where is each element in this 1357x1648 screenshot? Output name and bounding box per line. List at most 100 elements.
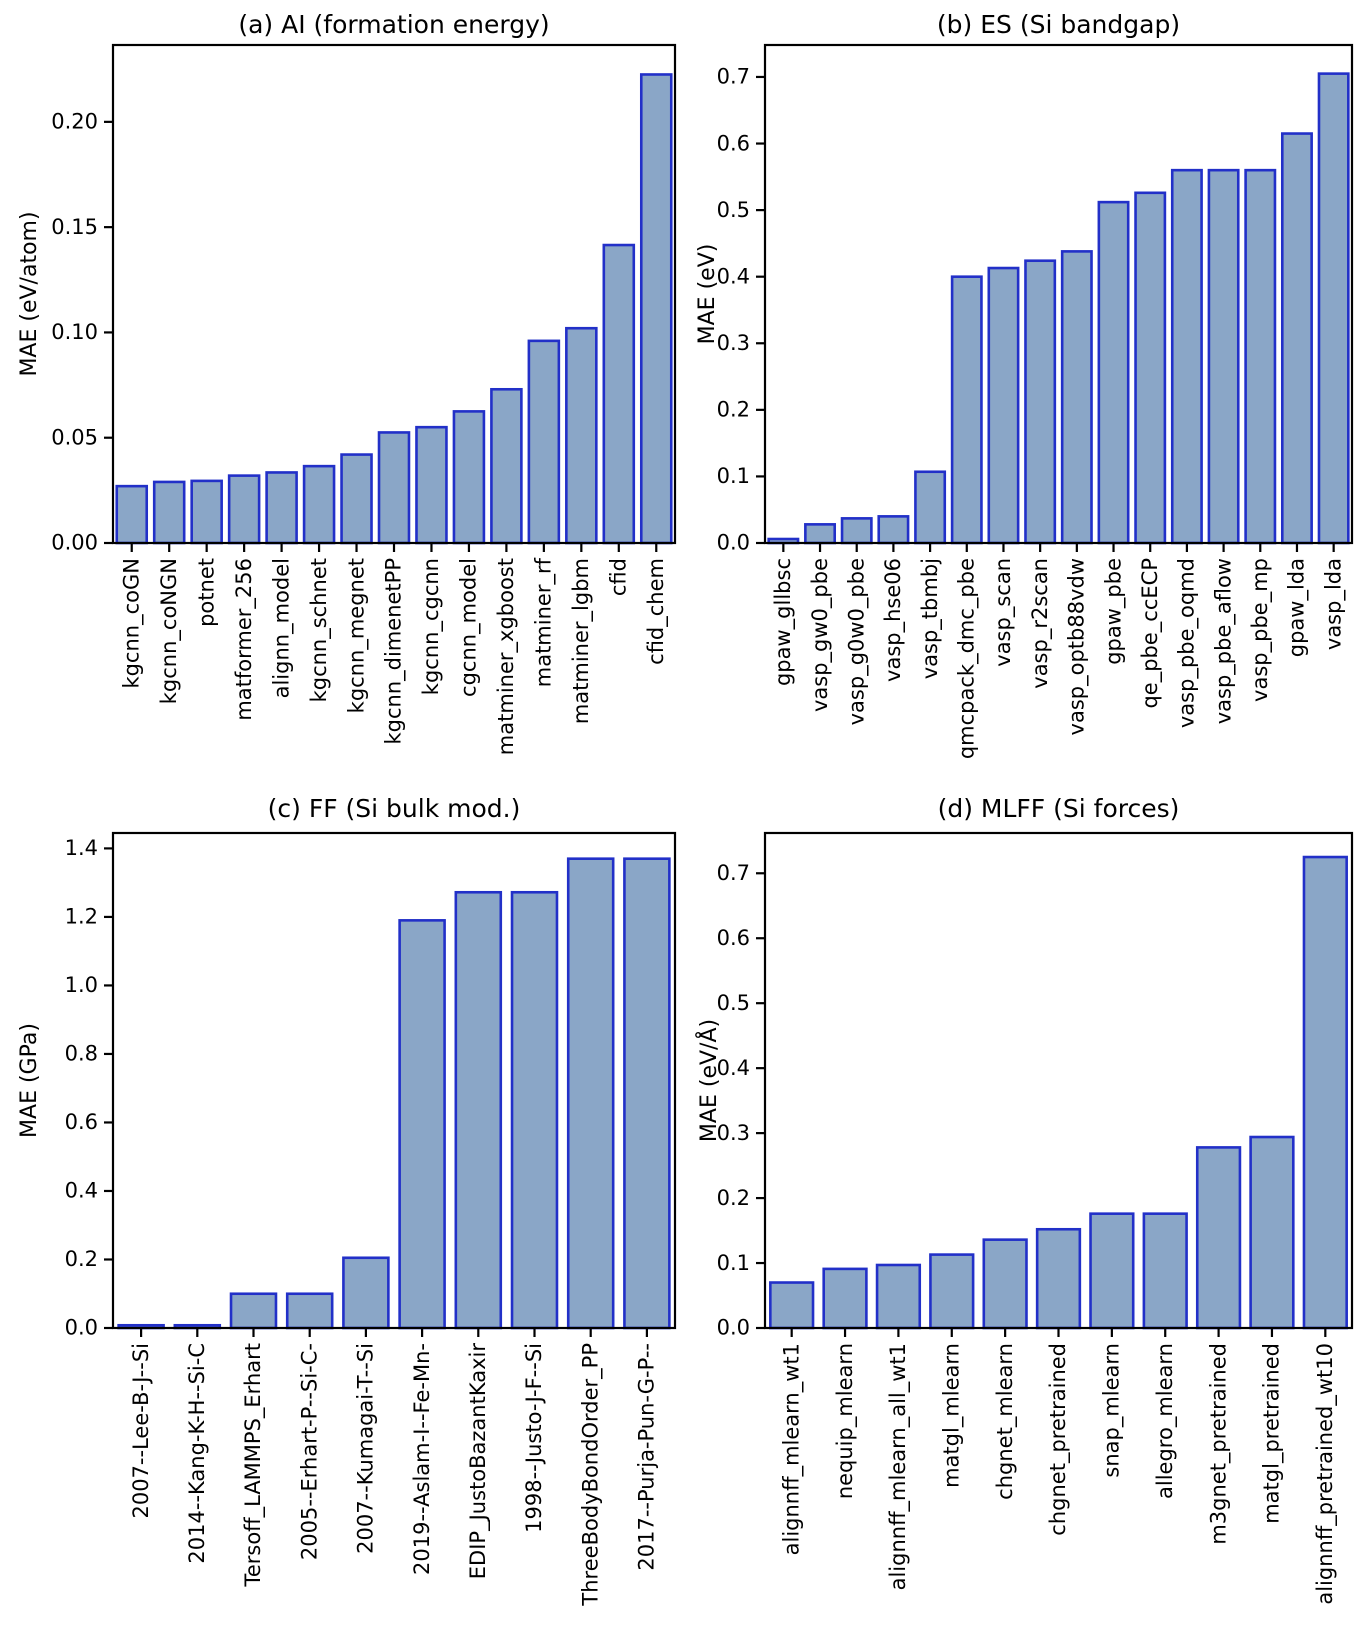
x-tick-label: vasp_gw0_pbe: [808, 558, 833, 712]
bar-vasp_optb88vdw: [1060, 250, 1093, 545]
y-tick-label: 0.7: [717, 65, 750, 89]
x-tick-label: vasp_scan: [991, 558, 1016, 667]
panel-d-title: (d) MLFF (Si forces): [938, 794, 1180, 823]
x-tick-label: cgcnn_model: [457, 558, 482, 697]
y-tick-label: 0.2: [717, 1186, 750, 1210]
bar-2017--Purja-Pun-G-P--: [623, 857, 671, 1330]
figure-row-top: (a) AI (formation energy) MAE (eV/atom) …: [0, 0, 1357, 770]
bar-1998--Justo-J-F--Si: [510, 890, 559, 1330]
x-tick-label: chgnet_mlearn: [993, 1343, 1018, 1500]
bar-vasp_r2scan: [1024, 259, 1057, 545]
bar-snap_mlearn: [1089, 1212, 1135, 1330]
y-tick-label: 0.00: [51, 531, 98, 555]
panel-b-plot: 0.0 0.1 0.2 0.3 0.4 0.5 0.6 0.7 gpaw_gllbsc vasp_…: [717, 43, 1354, 759]
y-tick-label: 0.4: [717, 1056, 750, 1080]
x-tick-label: matgl_mlearn: [939, 1343, 964, 1488]
y-tick-label: 0.6: [717, 131, 750, 155]
bar-kgcnn_schnet: [302, 464, 336, 545]
bar-kgcnn_cgcnn: [415, 425, 448, 545]
figure-row-bottom: (c) FF (Si bulk mod.) MAE (GPa) 0.0 0.2 0.…: [0, 770, 1357, 1648]
panel-c-plot: 0.0 0.2 0.4 0.6 0.8 1.0 1.2 1.4 2007--Lee-B-J--S…: [65, 831, 677, 1607]
bar-alignnff_mlearn_all_wt1: [875, 1263, 922, 1330]
x-tick-label: gpaw_lda: [1285, 558, 1310, 657]
x-tick-label: 2007--Kumagai-T--Si: [354, 1343, 378, 1554]
bar-vasp_hse06: [877, 515, 910, 545]
panel-d-plot: 0.0 0.1 0.2 0.3 0.4 0.5 0.6 0.7 alignnff_mlearn_…: [717, 831, 1354, 1605]
x-tick-label: allegro_mlearn: [1153, 1343, 1178, 1499]
x-tick-label: alignnff_pretrained_wt10: [1313, 1343, 1338, 1605]
panel-d-ylabel: MAE (eV/Å): [695, 1019, 722, 1142]
bar-vasp_lda: [1317, 72, 1350, 545]
x-tick-label: vasp_g0w0_pbe: [844, 558, 869, 725]
bar-2005--Erhart-P--Si-C-: [285, 1292, 334, 1330]
x-tick-label: ThreeBodyBondOrder_PP: [578, 1343, 603, 1607]
y-tick-label: 0.0: [717, 1316, 750, 1340]
x-tick-label: cfid: [607, 558, 631, 596]
x-tick-label: vasp_lda: [1321, 558, 1346, 650]
bar-m3gnet_pretrained: [1195, 1146, 1242, 1330]
panel-b-chart: (b) ES (Si bandgap) MAE (eV) 0.00.10.20.…: [695, 10, 1354, 759]
panel-c-ylabel: MAE (GPa): [17, 1023, 42, 1138]
bar-matminer_lgbm: [565, 326, 598, 545]
x-tick-label: vasp_tbmbj: [918, 558, 943, 679]
x-tick-label: gpaw_gllbsc: [771, 558, 796, 686]
y-tick-label: 1.0: [65, 973, 98, 997]
y-tick-label: 1.4: [65, 836, 98, 860]
bar-vasp_scan: [987, 266, 1020, 545]
panel-d-chart: (d) MLFF (Si forces) MAE (eV/Å) 0.00.10.…: [695, 794, 1354, 1605]
x-tick-label: alignn_model: [269, 558, 294, 698]
y-tick-label: 0.3: [717, 1121, 750, 1145]
bar-Tersoff_LAMMPS_Erhart: [229, 1292, 278, 1330]
x-tick-label: 2007--Lee-B-J--Si: [129, 1343, 153, 1519]
panel-b-ylabel: MAE (eV): [695, 244, 720, 345]
y-tick-label: 0.5: [717, 198, 750, 222]
x-tick-label: nequip_mlearn: [833, 1343, 858, 1499]
bar-kgcnn_megnet: [340, 453, 373, 545]
x-tick-label: 1998--Justo-J-F--Si: [522, 1343, 546, 1533]
bar-chgnet_pretrained: [1035, 1227, 1082, 1330]
x-tick-label: potnet: [194, 558, 218, 627]
x-tick-label: m3gnet_pretrained: [1206, 1343, 1231, 1545]
plot-border: [763, 831, 1354, 1330]
y-tick-label: 0.5: [717, 991, 750, 1015]
bar-cgcnn_model: [452, 410, 486, 545]
bar-qe_pbe_ccECP: [1134, 191, 1167, 545]
x-tick-label: kgcnn_cgcnn: [419, 558, 444, 695]
x-tick-label: kgcnn_coNGN: [157, 558, 182, 704]
bar-qmcpack_dmc_pbe: [950, 275, 983, 545]
y-tick-label: 0.20: [51, 110, 98, 134]
x-tick-label: vasp_pbe_oqmd: [1175, 558, 1200, 728]
x-tick-label: 2019--Aslam-I--Fe-Mn-: [410, 1343, 434, 1575]
bar-vasp_pbe_mp: [1244, 168, 1277, 545]
panel-c-chart: (c) FF (Si bulk mod.) MAE (GPa) 0.00.20.…: [17, 794, 677, 1607]
y-tick-label: 0.4: [717, 264, 750, 288]
x-tick-label: 2014--Kang-K-H--Si-C: [185, 1343, 209, 1564]
bar-alignnff_mlearn_wt1: [769, 1281, 815, 1330]
x-tick-label: 2017--Purja-Pun-G-P--: [635, 1343, 659, 1571]
x-tick-label: vasp_pbe_mp: [1248, 558, 1273, 702]
bar-gpaw_lda: [1280, 132, 1313, 545]
x-tick-label: snap_mlearn: [1100, 1343, 1125, 1478]
x-tick-label: matminer_rf: [532, 557, 557, 687]
bar-potnet: [190, 479, 223, 545]
x-tick-label: gpaw_pbe: [1101, 558, 1126, 665]
y-tick-label: 0.7: [717, 861, 750, 885]
x-tick-label: alignnff_mlearn_wt1: [779, 1343, 804, 1555]
plot-border: [111, 43, 677, 545]
bar-alignnff_pretrained_wt10: [1302, 855, 1348, 1330]
y-tick-label: 0.0: [717, 531, 750, 555]
y-tick-label: 0.10: [51, 320, 98, 344]
x-tick-label: EDIP_JustoBazantKaxir: [466, 1343, 491, 1580]
y-tick-label: 0.4: [65, 1179, 98, 1203]
x-tick-label: cfid_chem: [644, 558, 669, 665]
x-tick-label: kgcnn_megnet: [344, 558, 369, 713]
x-tick-label: vasp_optb88vdw: [1065, 558, 1090, 735]
bar-nequip_mlearn: [822, 1267, 868, 1330]
x-tick-label: chgnet_pretrained: [1046, 1343, 1071, 1536]
y-tick-label: 0.6: [717, 926, 750, 950]
plot-border: [763, 43, 1354, 545]
bar-alignn_model: [265, 471, 298, 545]
bar-vasp_pbe_oqmd: [1170, 168, 1203, 545]
x-tick-label: matformer_256: [232, 558, 257, 721]
